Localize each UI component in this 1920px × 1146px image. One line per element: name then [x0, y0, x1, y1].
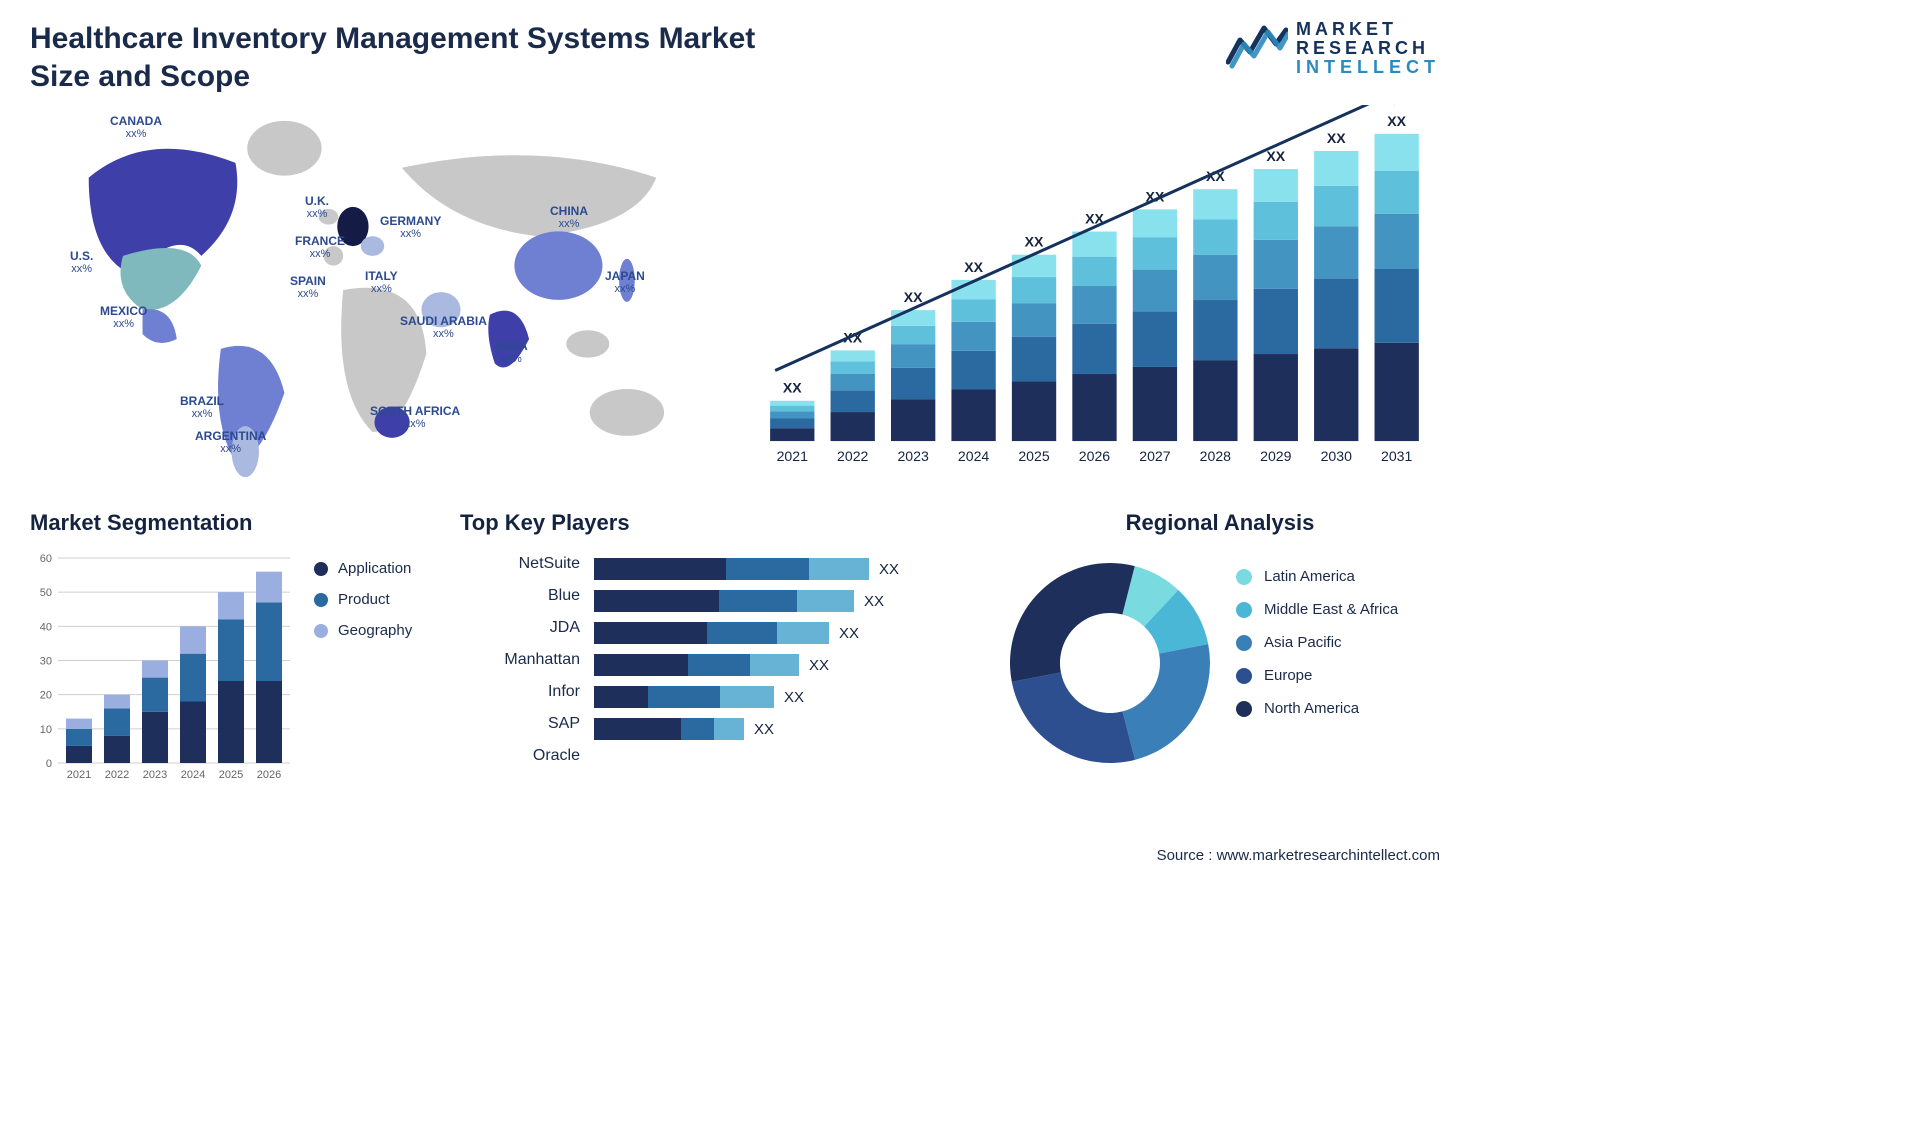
seg-legend-application: Application	[314, 560, 430, 577]
svg-text:2023: 2023	[143, 769, 167, 781]
source-text: Source : www.marketresearchintellect.com	[1157, 847, 1440, 864]
map-label-u-k-: U.K.xx%	[305, 195, 329, 220]
players-title: Top Key Players	[460, 510, 970, 536]
player-name-manhattan: Manhattan	[460, 644, 580, 676]
regional-title: Regional Analysis	[1000, 510, 1440, 536]
svg-text:2031: 2031	[1381, 448, 1413, 464]
player-bar-infor: XX	[594, 681, 970, 713]
segmentation-legend: Application Product Geography	[314, 510, 430, 810]
map-label-germany: GERMANYxx%	[380, 215, 441, 240]
svg-text:2022: 2022	[837, 448, 869, 464]
svg-text:2023: 2023	[897, 448, 929, 464]
region-legend-europe: Europe	[1236, 667, 1440, 684]
svg-text:2025: 2025	[219, 769, 243, 781]
segmentation-chart: 0 10 20 30 40 50 60 2021 2022 2023 2024 2025 2026	[30, 548, 300, 788]
player-name-blue: Blue	[460, 580, 580, 612]
map-label-brazil: BRAZILxx%	[180, 395, 224, 420]
svg-text:2021: 2021	[67, 769, 91, 781]
svg-text:0: 0	[46, 758, 52, 770]
players-names-col: NetSuiteBlueJDAManhattanInforSAPOracle	[460, 548, 580, 777]
player-name-jda: JDA	[460, 612, 580, 644]
brand-line2: RESEARCH	[1296, 39, 1440, 58]
svg-text:2026: 2026	[1079, 448, 1111, 464]
map-label-japan: JAPANxx%	[605, 270, 645, 295]
svg-text:XX: XX	[1025, 234, 1044, 250]
region-legend-latin-america: Latin America	[1236, 568, 1440, 585]
map-label-canada: CANADAxx%	[110, 115, 162, 140]
svg-text:XX: XX	[783, 380, 802, 396]
player-bar-oracle	[594, 745, 970, 777]
region-legend-middle-east-africa: Middle East & Africa	[1236, 601, 1440, 618]
svg-text:10: 10	[40, 724, 52, 736]
svg-text:30: 30	[40, 656, 52, 668]
svg-text:2026: 2026	[257, 769, 281, 781]
svg-text:2024: 2024	[181, 769, 205, 781]
svg-text:40: 40	[40, 621, 52, 633]
regional-legend: Latin America Middle East & Africa Asia Pa…	[1236, 548, 1440, 768]
map-label-india: INDIAxx%	[495, 340, 528, 365]
players-bars-col: XXXXXXXXXXXX	[594, 548, 970, 777]
map-label-france: FRANCExx%	[295, 235, 345, 260]
svg-text:2024: 2024	[958, 448, 990, 464]
map-label-mexico: MEXICOxx%	[100, 305, 147, 330]
growth-trend-panel: XX 2021 XX 2022 XX 2023 XX 2024 XX 2025 XX 2026 XX 20…	[755, 105, 1440, 485]
svg-text:50: 50	[40, 587, 52, 599]
map-label-china: CHINAxx%	[550, 205, 588, 230]
svg-text:XX: XX	[1387, 113, 1406, 129]
growth-trend-chart: XX 2021 XX 2022 XX 2023 XX 2024 XX 2025 XX 2026 XX 20…	[755, 105, 1440, 485]
map-label-u-s-: U.S.xx%	[70, 250, 93, 275]
svg-text:2021: 2021	[777, 448, 809, 464]
svg-text:20: 20	[40, 690, 52, 702]
world-map-panel: CANADAxx% U.S.xx% MEXICOxx% BRAZILxx% ARGENT…	[30, 105, 715, 485]
svg-text:2025: 2025	[1018, 448, 1050, 464]
svg-text:XX: XX	[904, 289, 923, 305]
svg-text:2029: 2029	[1260, 448, 1292, 464]
page-title: Healthcare Inventory Management Systems …	[30, 20, 810, 95]
region-legend-north-america: North America	[1236, 700, 1440, 717]
player-name-sap: SAP	[460, 708, 580, 740]
player-name-oracle: Oracle	[460, 740, 580, 772]
map-label-south-africa: SOUTH AFRICAxx%	[370, 405, 460, 430]
seg-legend-geography: Geography	[314, 622, 430, 639]
svg-text:XX: XX	[1266, 148, 1285, 164]
map-label-argentina: ARGENTINAxx%	[195, 430, 266, 455]
player-name-netsuite: NetSuite	[460, 548, 580, 580]
region-legend-asia-pacific: Asia Pacific	[1236, 634, 1440, 651]
player-name-infor: Infor	[460, 676, 580, 708]
seg-legend-product: Product	[314, 591, 430, 608]
player-bar-sap: XX	[594, 713, 970, 745]
map-label-italy: ITALYxx%	[365, 270, 398, 295]
player-bar-blue: XX	[594, 585, 970, 617]
player-bar-jda: XX	[594, 617, 970, 649]
svg-text:2027: 2027	[1139, 448, 1171, 464]
map-label-spain: SPAINxx%	[290, 275, 326, 300]
regional-donut-chart	[1000, 548, 1220, 768]
segmentation-title: Market Segmentation	[30, 510, 300, 536]
player-bar-manhattan: XX	[594, 649, 970, 681]
svg-text:2028: 2028	[1200, 448, 1232, 464]
svg-text:2030: 2030	[1321, 448, 1353, 464]
brand-line1: MARKET	[1296, 20, 1440, 39]
map-label-saudi-arabia: SAUDI ARABIAxx%	[400, 315, 487, 340]
svg-text:XX: XX	[1327, 130, 1346, 146]
brand-logo-icon	[1226, 22, 1288, 75]
player-bar-netsuite: XX	[594, 553, 970, 585]
svg-text:XX: XX	[964, 259, 983, 275]
svg-text:60: 60	[40, 553, 52, 565]
brand-logo-block: MARKET RESEARCH INTELLECT	[1226, 20, 1440, 77]
brand-line3: INTELLECT	[1296, 58, 1440, 77]
svg-text:2022: 2022	[105, 769, 129, 781]
